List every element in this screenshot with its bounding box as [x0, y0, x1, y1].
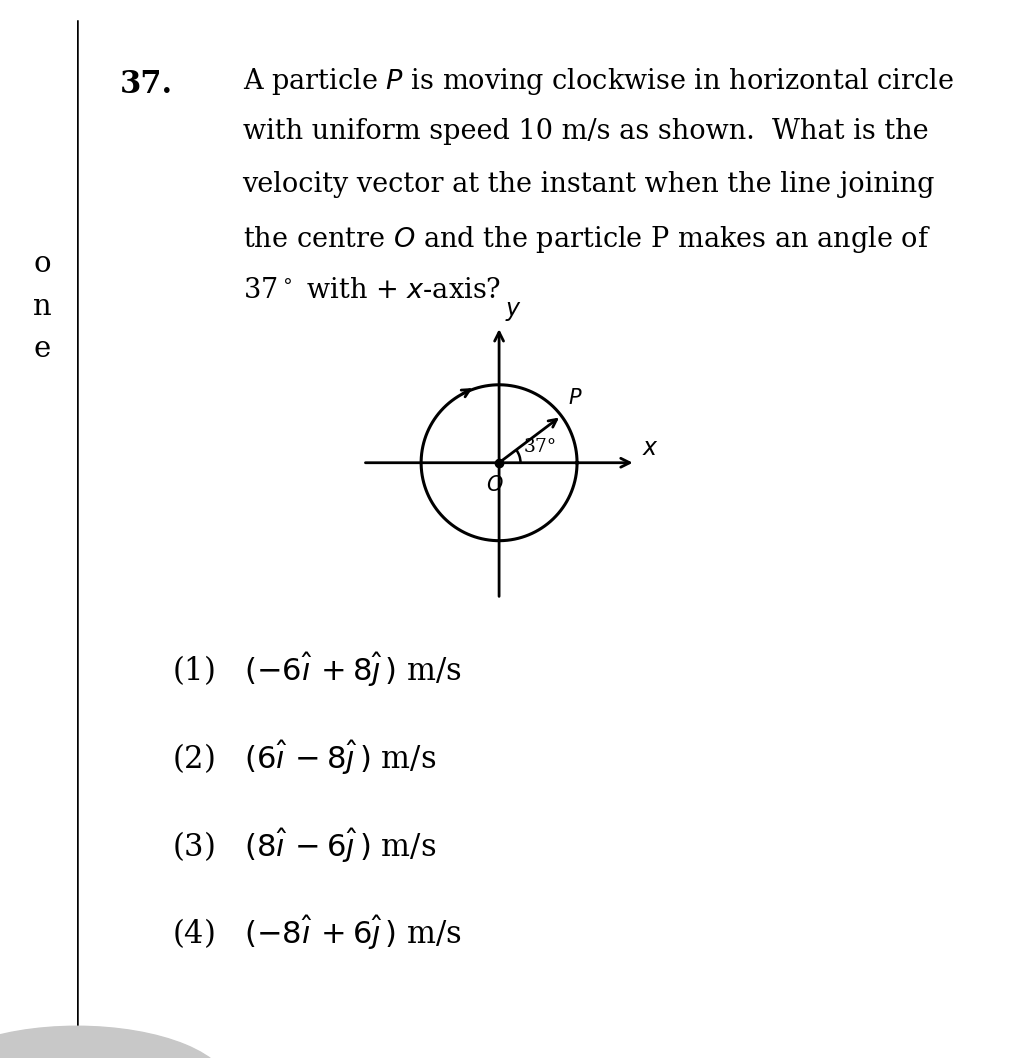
Text: n: n	[33, 293, 51, 321]
Text: $P$: $P$	[567, 388, 582, 408]
Text: $O$: $O$	[485, 475, 503, 495]
Text: $x$: $x$	[642, 437, 658, 459]
Text: with uniform speed 10 m/s as shown.  What is the: with uniform speed 10 m/s as shown. What…	[243, 118, 928, 146]
Text: velocity vector at the instant when the line joining: velocity vector at the instant when the …	[243, 171, 935, 199]
Text: (2)   $(6\hat{\imath}\,-8\hat{\jmath}\,)$ m/s: (2) $(6\hat{\imath}\,-8\hat{\jmath}\,)$ …	[172, 738, 436, 777]
Text: o: o	[34, 251, 51, 278]
Text: the centre $O$ and the particle P makes an angle of: the centre $O$ and the particle P makes …	[243, 224, 931, 255]
Text: (1)   $(-6\hat{\imath}\,+8\hat{\jmath}\,)$ m/s: (1) $(-6\hat{\imath}\,+8\hat{\jmath}\,)$…	[172, 651, 461, 689]
Circle shape	[0, 1026, 230, 1058]
Text: e: e	[34, 335, 51, 363]
Text: 37$^\circ$ with + $x$-axis?: 37$^\circ$ with + $x$-axis?	[243, 277, 501, 305]
Text: A particle $P$ is moving clockwise in horizontal circle: A particle $P$ is moving clockwise in ho…	[243, 66, 953, 96]
Text: $y$: $y$	[505, 300, 521, 323]
Text: 37°: 37°	[524, 438, 557, 456]
Text: (4)   $(-8\hat{\imath}\,+6\hat{\jmath}\,)$ m/s: (4) $(-8\hat{\imath}\,+6\hat{\jmath}\,)$…	[172, 914, 461, 952]
Text: 37.: 37.	[120, 69, 173, 99]
Text: (3)   $(8\hat{\imath}\,-6\hat{\jmath}\,)$ m/s: (3) $(8\hat{\imath}\,-6\hat{\jmath}\,)$ …	[172, 826, 436, 864]
